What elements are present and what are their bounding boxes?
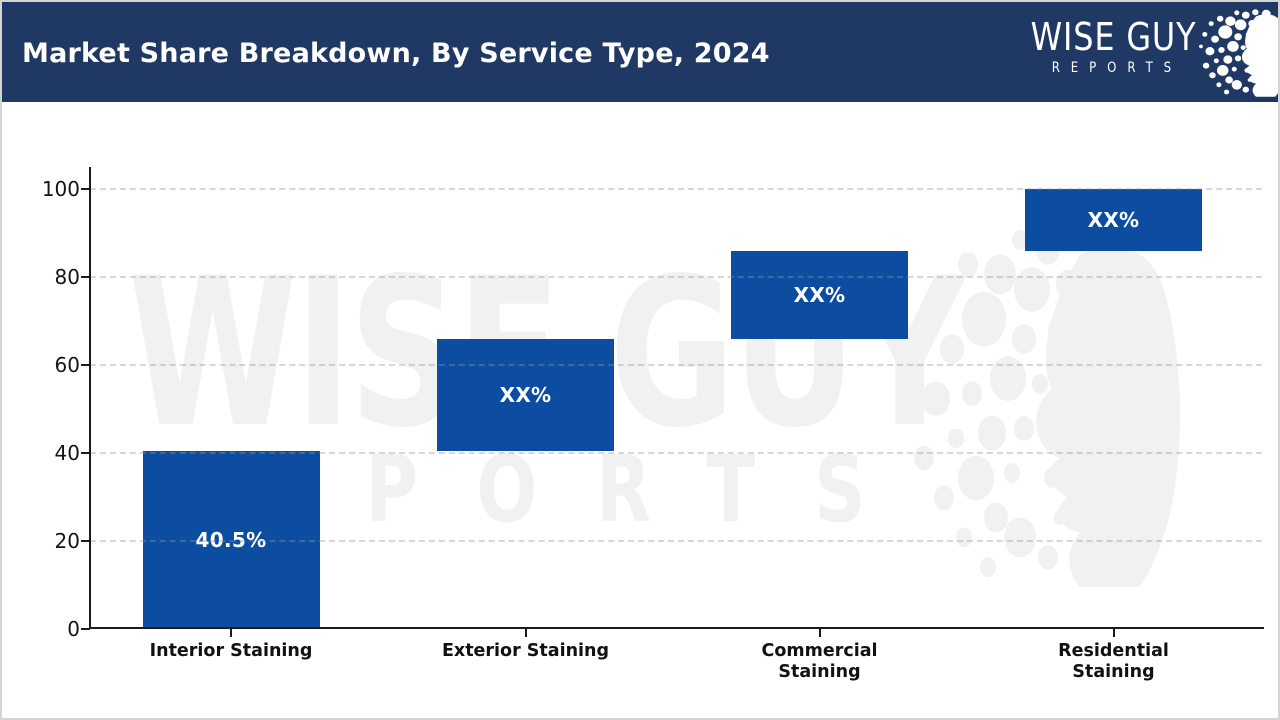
x-tick-label-line: Staining xyxy=(778,662,861,682)
y-axis-line xyxy=(89,167,91,629)
watermark-face-icon xyxy=(902,224,1180,588)
x-tick-label: Interior Staining xyxy=(119,641,343,662)
wiseguy-logo-subtitle: REPORTS xyxy=(1051,59,1182,76)
x-tick-label: Residential Staining xyxy=(1002,641,1226,683)
y-tick-mark xyxy=(81,628,90,630)
x-tick-label-line: Commercial xyxy=(761,641,878,661)
x-tick-label-line: Exterior Staining xyxy=(441,641,610,661)
x-tick-label: Commercial Staining xyxy=(708,641,932,683)
chart-area: WISE GUY REPORTS 0 20 40 60 80 100 40.5% XX% XX… xyxy=(2,102,1278,718)
header: Market Share Breakdown, By Service Type,… xyxy=(2,2,1278,102)
bar-value-label: XX% xyxy=(793,282,846,307)
x-tick-label-line: Residential xyxy=(1058,641,1169,661)
y-tick-label: 80 xyxy=(54,265,80,289)
wiseguy-logo-wordmark: WISE GUY xyxy=(1030,15,1196,59)
y-tick-label: 40 xyxy=(54,441,80,465)
y-tick-mark xyxy=(81,188,90,190)
x-tick-mark xyxy=(1112,629,1115,637)
x-tick-label: Exterior Staining xyxy=(414,641,638,662)
gridline xyxy=(90,364,1262,366)
gridline xyxy=(90,188,1262,190)
bar-value-label: XX% xyxy=(1087,207,1140,232)
x-tick-mark xyxy=(818,629,821,637)
y-tick-label: 60 xyxy=(54,353,80,377)
y-tick-mark xyxy=(81,364,90,366)
gridline xyxy=(90,452,1262,454)
y-tick-label: 20 xyxy=(54,529,80,553)
x-tick-mark xyxy=(524,629,527,637)
bar-value-label: XX% xyxy=(499,382,552,407)
chart-title: Market Share Breakdown, By Service Type,… xyxy=(22,38,770,69)
bar-segment: 40.5% xyxy=(142,450,320,629)
bar-segment: XX% xyxy=(437,338,614,451)
y-tick-mark xyxy=(81,276,90,278)
gridline xyxy=(90,540,1262,542)
face-profile xyxy=(1242,14,1278,97)
wiseguy-logo-text: WISE GUY REPORTS xyxy=(1030,15,1196,76)
y-tick-mark xyxy=(81,540,90,542)
x-tick-label-line: Staining xyxy=(1072,662,1155,682)
y-tick-mark xyxy=(81,452,90,454)
x-tick-label-line: Interior Staining xyxy=(149,641,313,661)
y-tick-label: 0 xyxy=(67,617,80,641)
gridline xyxy=(90,276,1262,278)
bar-value-label: 40.5% xyxy=(195,527,267,552)
wiseguy-logo: WISE GUY REPORTS xyxy=(1022,2,1278,102)
bar-segment: XX% xyxy=(731,250,908,339)
face-profile xyxy=(1036,245,1180,588)
x-axis-line xyxy=(89,627,1264,629)
wiseguy-face-icon xyxy=(1199,9,1278,97)
y-tick-label: 100 xyxy=(41,177,80,201)
bar-segment: XX% xyxy=(1025,189,1202,251)
x-tick-mark xyxy=(230,629,232,637)
